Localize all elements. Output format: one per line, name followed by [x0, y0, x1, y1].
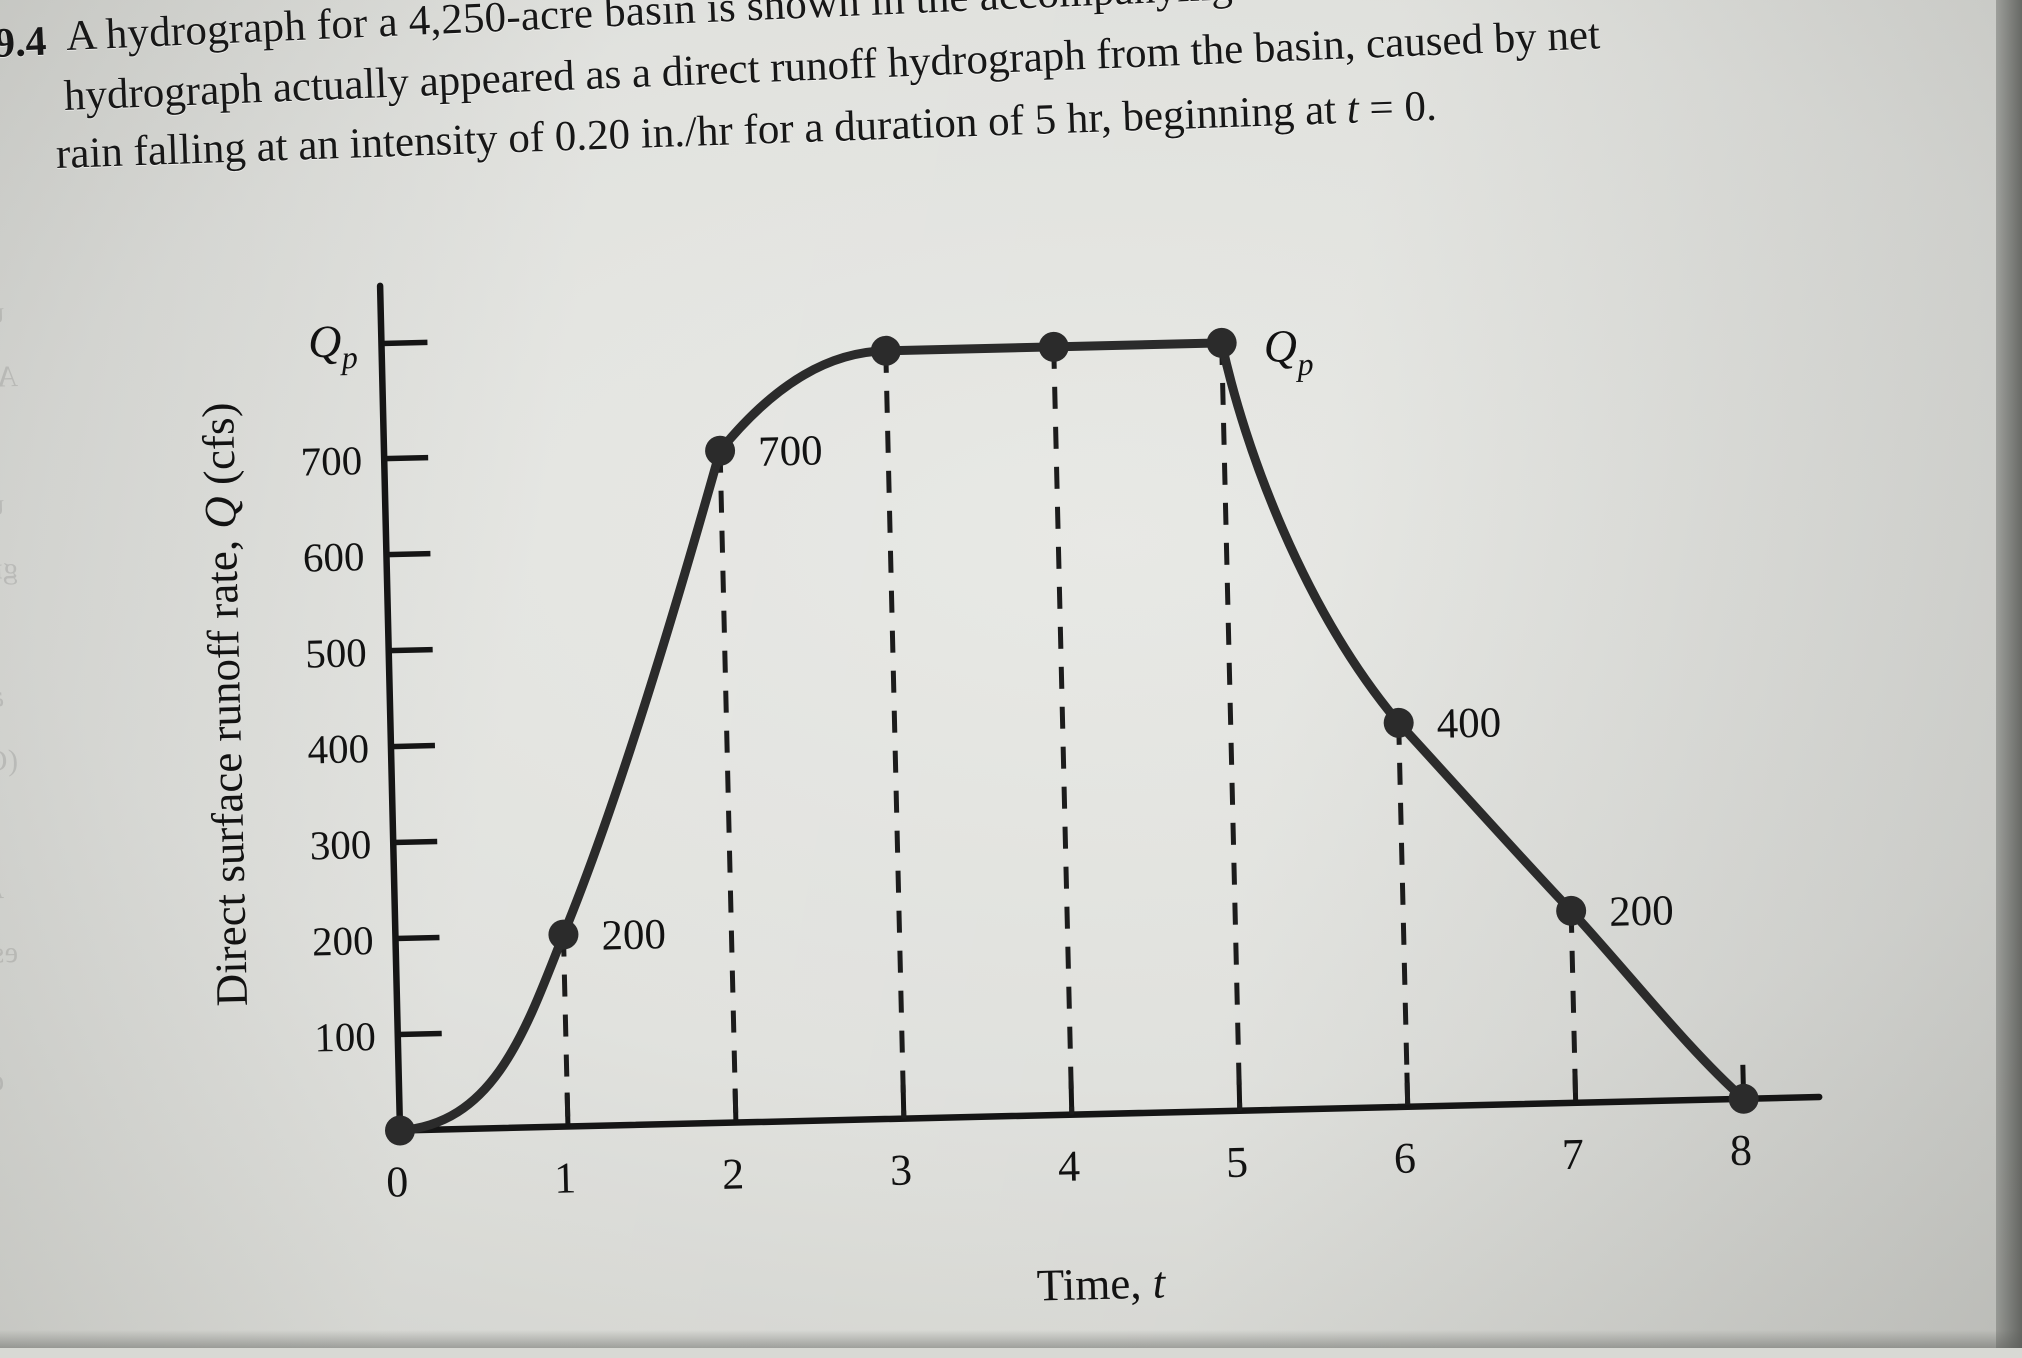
data-point	[1206, 327, 1237, 358]
data-point	[1038, 331, 1069, 362]
point-label: 200	[601, 911, 667, 960]
y-tick-label: 500	[305, 629, 368, 676]
y-tick-label: 300	[309, 821, 372, 868]
x-tick-label: 3	[890, 1145, 913, 1195]
x-tick-label: 0	[386, 1157, 409, 1207]
x-tick-label: 6	[1393, 1134, 1416, 1184]
data-point	[705, 435, 736, 466]
y-tick	[390, 742, 436, 750]
dropline	[883, 350, 907, 1119]
dropline	[717, 450, 739, 1123]
x-tick-label: 5	[1225, 1138, 1248, 1188]
dropline	[1396, 722, 1411, 1107]
y-tick	[395, 934, 440, 942]
data-point	[385, 1115, 416, 1146]
chart-axis-titles: Direct surface runoff rate, Q (cfs) Time,…	[193, 402, 1167, 1310]
y-tick-qp	[381, 339, 428, 347]
point-label: 200	[1609, 887, 1675, 936]
hydrograph-line	[395, 338, 1749, 1135]
dropline	[560, 934, 571, 1127]
y-tick	[388, 646, 433, 654]
data-point	[1383, 707, 1414, 738]
y-tick	[386, 550, 431, 558]
dropline	[1051, 346, 1075, 1115]
y-tick-label: 100	[314, 1013, 377, 1060]
point-label-qp: Qp	[1263, 320, 1314, 383]
y-tick-label: 700	[300, 437, 363, 484]
x-tick-label: 4	[1057, 1141, 1080, 1191]
point-label: 400	[1436, 699, 1502, 748]
y-axis-title: Direct surface runoff rate, Q (cfs)	[193, 402, 257, 1007]
data-point	[1556, 895, 1587, 926]
chart-tick-labels: 100 200 300 400 500 600 700 Qp 0 1 2 3 4 5 6 7 8	[300, 315, 1752, 1207]
x-axis-title: Time, t	[1036, 1257, 1167, 1310]
x-tick-label: 1	[554, 1153, 577, 1203]
chart-axes	[376, 282, 1823, 1134]
y-tick-label: 200	[311, 917, 374, 964]
page-right-edge	[1996, 0, 2022, 1348]
x-tick-label: 2	[722, 1149, 745, 1199]
hydrograph-curve	[395, 338, 1749, 1135]
dropline	[1568, 910, 1579, 1103]
chart-droplines	[560, 342, 1579, 1127]
y-tick	[384, 454, 429, 462]
y-tick	[393, 838, 438, 846]
data-point	[870, 335, 901, 366]
y-tick-label: 600	[302, 533, 365, 580]
hydrograph-point-labels: 200 700 Qp 400 200	[601, 320, 1675, 960]
page-bottom-edge	[0, 1330, 2022, 1348]
y-tick	[397, 1030, 442, 1038]
y-tick-label: 400	[307, 725, 370, 772]
y-axis	[376, 282, 404, 1134]
dropline	[1219, 342, 1243, 1111]
data-point	[1728, 1083, 1759, 1114]
x-tick-label: 7	[1561, 1130, 1584, 1180]
data-point	[548, 919, 579, 950]
x-axis	[396, 1093, 1823, 1134]
point-label: 700	[758, 427, 824, 476]
y-tick-label-qp: Qp	[308, 315, 359, 376]
x-tick-label: 8	[1729, 1126, 1752, 1176]
hydrograph-data-points	[385, 327, 1759, 1146]
